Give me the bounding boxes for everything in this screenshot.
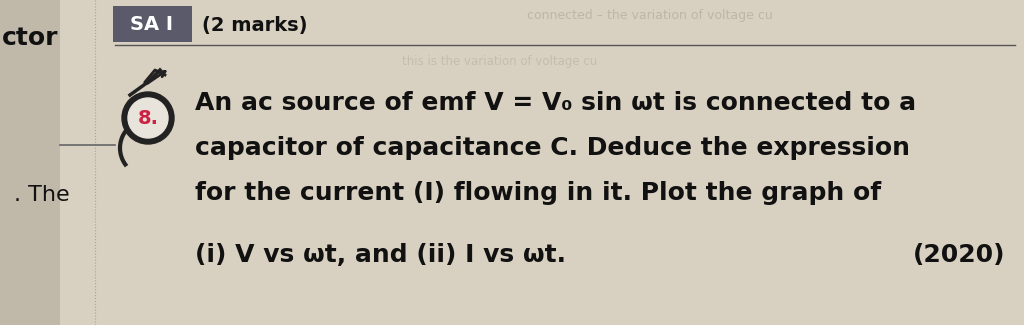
Text: . The: . The [14, 185, 70, 205]
Text: 8.: 8. [137, 110, 159, 128]
FancyBboxPatch shape [113, 6, 193, 42]
Text: ctor: ctor [2, 26, 58, 50]
Text: An ac source of emf V = V₀ sin ωt is connected to a: An ac source of emf V = V₀ sin ωt is con… [195, 91, 916, 115]
Text: connected – the variation of voltage cu: connected – the variation of voltage cu [527, 8, 773, 21]
Text: SA I: SA I [130, 16, 173, 34]
Text: this is the variation of voltage cu: this is the variation of voltage cu [402, 56, 598, 69]
FancyBboxPatch shape [0, 0, 60, 325]
Text: for the current (I) flowing in it. Plot the graph of: for the current (I) flowing in it. Plot … [195, 181, 881, 205]
Text: (2 marks): (2 marks) [202, 16, 307, 34]
Circle shape [122, 92, 174, 144]
Circle shape [128, 98, 168, 138]
Text: capacitor of capacitance C. Deduce the expression: capacitor of capacitance C. Deduce the e… [195, 136, 910, 160]
Text: (i) V vs ωt, and (ii) I vs ωt.: (i) V vs ωt, and (ii) I vs ωt. [195, 243, 566, 267]
Text: (2020): (2020) [912, 243, 1005, 267]
